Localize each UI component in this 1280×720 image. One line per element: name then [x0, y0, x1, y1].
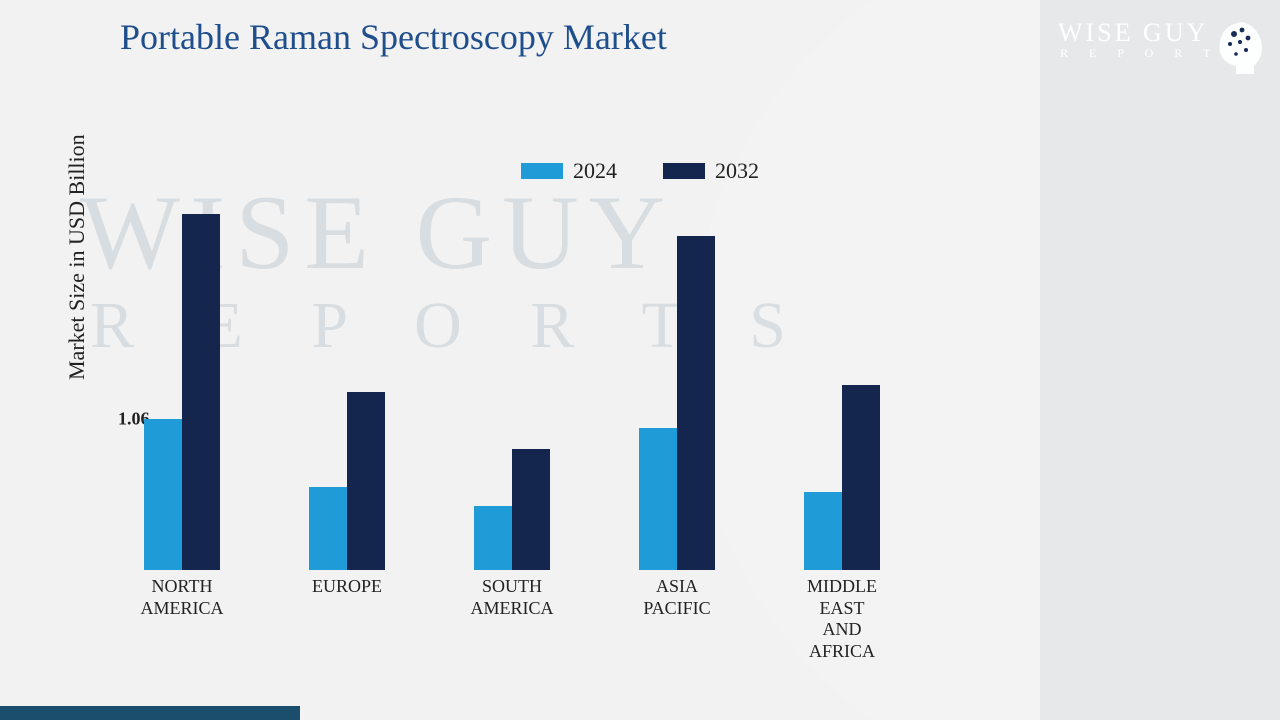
legend-label-2024: 2024	[573, 158, 617, 184]
bar-2024	[474, 506, 512, 570]
bar-2024	[639, 428, 677, 570]
legend-item-2024: 2024	[521, 158, 617, 184]
category-label: NORTHAMERICA	[112, 570, 252, 619]
bar-chart: NORTHAMERICAEUROPESOUTHAMERICAASIAPACIFI…	[110, 200, 930, 570]
category-label: MIDDLEEASTANDAFRICA	[772, 570, 912, 662]
bar-2024	[144, 419, 182, 570]
brand-logo: WISE GUY R E P O R T S	[1058, 18, 1258, 61]
footer-bar	[0, 706, 300, 720]
category-label: ASIAPACIFIC	[607, 570, 747, 619]
chart-canvas: WISE GUY R E P O R T S Portable Raman Sp…	[0, 0, 1280, 720]
head-icon	[1212, 20, 1264, 76]
bar-2024	[804, 492, 842, 570]
bar-2032	[347, 392, 385, 570]
bar-2032	[182, 214, 220, 570]
bar-2032	[512, 449, 550, 570]
legend: 2024 2032	[521, 158, 759, 184]
y-axis-label: Market Size in USD Billion	[64, 134, 90, 380]
category-label: SOUTHAMERICA	[442, 570, 582, 619]
legend-swatch-2032	[663, 163, 705, 179]
legend-swatch-2024	[521, 163, 563, 179]
category-label: EUROPE	[277, 570, 417, 598]
bar-2032	[842, 385, 880, 570]
chart-title: Portable Raman Spectroscopy Market	[120, 16, 667, 58]
bar-2032	[677, 236, 715, 570]
legend-item-2032: 2032	[663, 158, 759, 184]
bar-2024	[309, 487, 347, 570]
legend-label-2032: 2032	[715, 158, 759, 184]
bar-groups: NORTHAMERICAEUROPESOUTHAMERICAASIAPACIFI…	[110, 200, 930, 570]
